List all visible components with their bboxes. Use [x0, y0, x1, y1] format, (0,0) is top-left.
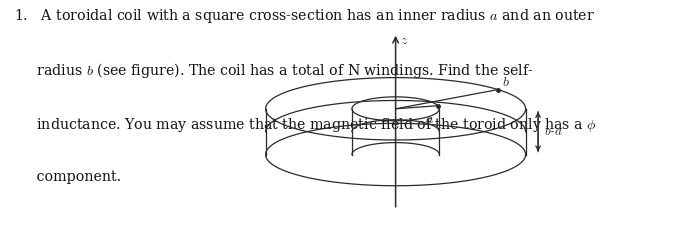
Text: $b$-$a$: $b$-$a$ — [545, 125, 563, 138]
Text: $z$: $z$ — [400, 33, 408, 47]
Text: inductance. You may assume that the magnetic field of the toroid only has a $\ph: inductance. You may assume that the magn… — [14, 116, 597, 134]
Text: 1.   A toroidal coil with a square cross-section has an inner radius $a$ and an : 1. A toroidal coil with a square cross-s… — [14, 7, 595, 25]
Text: radius $b$ (see figure). The coil has a total of N windings. Find the self-: radius $b$ (see figure). The coil has a … — [14, 61, 533, 80]
Text: $a$: $a$ — [425, 112, 433, 126]
Text: $b$: $b$ — [502, 75, 510, 88]
Text: component.: component. — [14, 170, 121, 184]
